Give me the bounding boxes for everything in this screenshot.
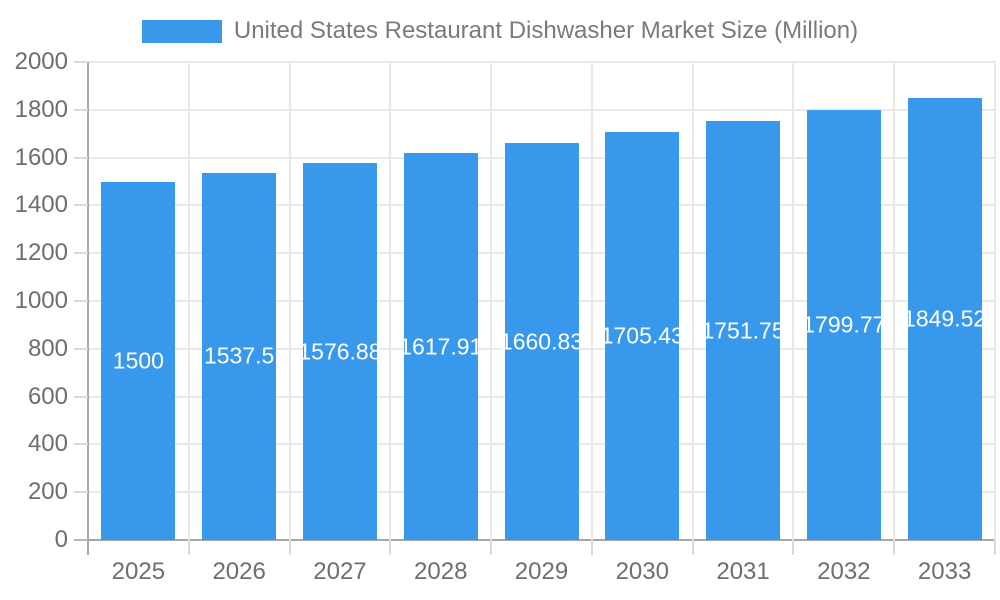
y-axis-tick-label: 1800 (14, 95, 68, 123)
x-axis-tick (792, 540, 795, 555)
y-axis-tick (74, 204, 88, 207)
y-axis-tick (74, 156, 88, 159)
y-axis-tick (74, 539, 88, 541)
y-axis-tick (74, 252, 88, 255)
y-axis-tick-label: 1000 (14, 287, 68, 314)
x-axis-tick-label: 2029 (514, 558, 569, 585)
legend-swatch-icon (141, 19, 222, 43)
v-gridline (389, 62, 392, 540)
bar[interactable] (302, 163, 377, 540)
bar[interactable] (202, 172, 277, 540)
bar[interactable] (403, 153, 478, 540)
x-axis-tick (590, 540, 593, 555)
bar[interactable] (504, 143, 579, 540)
v-gridline (994, 62, 996, 540)
y-axis-tick (74, 347, 88, 350)
x-axis-tick (187, 540, 190, 555)
y-axis-tick-label: 200 (27, 478, 68, 506)
v-gridline (792, 62, 795, 540)
plot-area: 1500 1537.5 1576.88 1617.91 1660.83 1705.43 17… (87, 61, 996, 541)
v-gridline (187, 62, 190, 540)
bar[interactable] (907, 97, 982, 540)
bar[interactable] (706, 121, 781, 540)
x-axis-tick-label: 2030 (615, 558, 669, 585)
legend-label: United States Restaurant Dishwasher Mark… (233, 17, 859, 44)
bar[interactable] (605, 132, 680, 540)
y-axis-tick-label: 2000 (14, 48, 68, 75)
h-gridline (88, 61, 995, 63)
x-axis-tick (87, 540, 89, 555)
x-axis-tick-label: 2027 (313, 558, 367, 585)
y-axis-tick-label: 1400 (14, 191, 68, 219)
y-axis-tick-label: 1600 (14, 143, 68, 171)
y-axis-tick-label: 1200 (14, 239, 68, 267)
v-gridline (590, 62, 593, 540)
x-axis-tick (994, 540, 996, 555)
v-gridline (288, 62, 291, 540)
y-axis-tick (74, 491, 88, 494)
x-axis-tick-label: 2033 (917, 558, 972, 585)
y-axis-tick-label: 400 (27, 430, 68, 458)
h-gridline (88, 108, 995, 111)
x-axis-tick-label: 2031 (716, 558, 770, 585)
x-axis-tick-label: 2026 (212, 558, 266, 585)
x-axis-tick (490, 540, 493, 555)
y-axis-tick-label: 0 (54, 526, 68, 553)
x-axis-tick (893, 540, 896, 555)
x-axis-tick (288, 540, 291, 555)
v-gridline (893, 62, 896, 540)
x-axis-tick-label: 2025 (111, 558, 166, 585)
bar[interactable] (806, 109, 881, 540)
x-axis-baseline (88, 539, 995, 541)
y-axis-tick (74, 443, 88, 446)
x-axis-tick (389, 540, 392, 555)
v-gridline (490, 62, 493, 540)
y-axis-tick-label: 800 (27, 334, 68, 362)
x-axis-tick-label: 2028 (414, 558, 468, 585)
bar[interactable] (101, 181, 176, 540)
chart-legend[interactable]: United States Restaurant Dishwasher Mark… (0, 17, 1000, 45)
y-axis-tick (74, 300, 88, 302)
y-axis-line (87, 62, 89, 540)
v-gridline (691, 62, 694, 540)
y-axis-tick (74, 395, 88, 398)
y-axis-tick-label: 600 (27, 382, 68, 410)
y-axis-tick (74, 108, 88, 111)
x-axis-tick-label: 2032 (817, 558, 871, 585)
y-axis-tick (74, 61, 88, 63)
x-axis-tick (691, 540, 694, 555)
